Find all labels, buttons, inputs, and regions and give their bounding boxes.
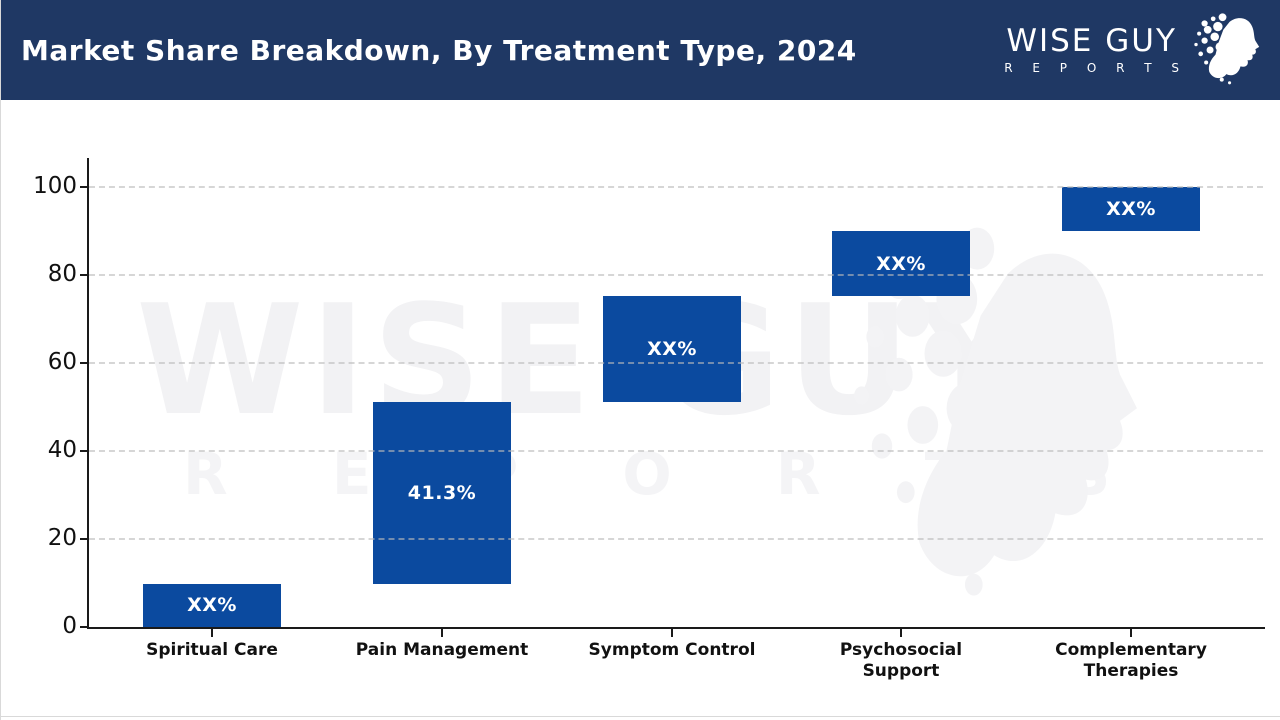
x-axis-label: Symptom Control (588, 640, 756, 660)
x-axis-label: Psychosocial Support (839, 640, 963, 682)
x-axis-tick (441, 629, 443, 637)
watermark-wordmark: WISE GUY (136, 272, 1033, 449)
gridline (89, 274, 1263, 276)
x-axis-tick (211, 629, 213, 637)
y-tick-label: 80 (47, 261, 77, 287)
bar-segment: XX% (832, 231, 970, 297)
x-axis-label: Pain Management (355, 640, 529, 660)
bar-segment: 41.3% (373, 402, 511, 584)
page-title: Market Share Breakdown, By Treatment Typ… (21, 33, 857, 67)
logo-wordmark: WISE GUY (1006, 23, 1177, 60)
y-axis-tick (80, 450, 88, 452)
bar-value-label: XX% (647, 338, 697, 361)
bar-value-label: XX% (1106, 198, 1156, 220)
dotted-head-icon (1194, 13, 1260, 85)
y-axis-tick (80, 274, 88, 276)
bar-segment: XX% (143, 583, 281, 627)
x-axis-label: Spiritual Care (146, 640, 278, 660)
bar-value-label: 41.3% (407, 482, 477, 505)
bar-segment: XX% (1062, 187, 1200, 231)
y-tick-label: 20 (47, 525, 77, 551)
gridline (89, 186, 1263, 188)
x-axis-tick (671, 629, 673, 637)
header-bar: Market Share Breakdown, By Treatment Typ… (1, 0, 1280, 100)
bar-value-label: XX% (876, 252, 926, 275)
y-tick-label: 40 (47, 437, 77, 463)
bar-value-label: XX% (187, 594, 237, 617)
y-tick-label: 60 (47, 349, 77, 375)
gridline (89, 538, 1263, 540)
x-axis-tick (900, 629, 902, 637)
gridline (89, 450, 1263, 452)
y-tick-label: 100 (33, 173, 77, 199)
x-axis-line (87, 627, 1265, 629)
y-axis-line (87, 158, 89, 629)
y-axis-tick (80, 538, 88, 540)
wise-guy-logo: WISE GUY R E P O R T S (996, 8, 1267, 92)
y-axis-tick (80, 186, 88, 188)
logo-text: WISE GUY R E P O R T S (996, 25, 1187, 75)
bar-segment: XX% (603, 296, 741, 403)
y-axis-tick (80, 626, 88, 628)
gridline (89, 362, 1263, 364)
bottom-divider (1, 716, 1280, 717)
y-tick-label: 0 (62, 613, 77, 639)
x-axis-tick (1130, 629, 1132, 637)
y-axis-tick (80, 362, 88, 364)
logo-subtitle: R E P O R T S (1004, 60, 1187, 75)
x-axis-label: Complementary Therapies (1055, 640, 1207, 682)
